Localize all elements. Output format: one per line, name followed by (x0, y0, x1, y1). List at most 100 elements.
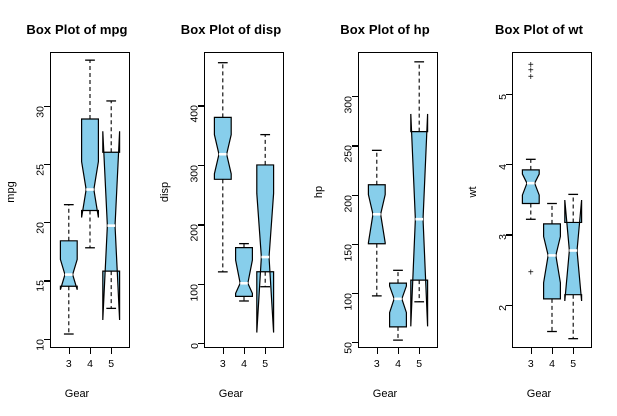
y-tick: 30 (8, 105, 50, 117)
panel-title: Box Plot of mpg (26, 22, 128, 37)
y-tick-label: 3 (497, 234, 509, 241)
x-tick-label: 4 (549, 358, 555, 370)
y-tick-label: 150 (343, 243, 355, 262)
x-axis-label: Gear (64, 388, 90, 400)
y-tick-mark (44, 105, 50, 107)
plot-area (204, 52, 284, 348)
x-tick-mark (419, 348, 421, 354)
y-tick-mark (352, 292, 358, 295)
x-tick-label: 5 (570, 358, 577, 370)
y-tick: 250 (316, 145, 358, 163)
panel-title: Box Plot of disp (180, 22, 282, 37)
panel-hp: Box Plot of hp hp 50 100 150 200 250 300 3 4 5 Gear (308, 0, 462, 416)
y-tick-label: 4 (497, 164, 509, 171)
x-tick-label: 5 (416, 358, 423, 370)
y-tick-label: 100 (189, 283, 201, 302)
x-tick-label: 4 (241, 358, 247, 370)
y-tick-mark (352, 145, 358, 147)
y-tick-label: 50 (343, 342, 355, 354)
y-tick: 300 (316, 96, 358, 114)
x-tick-mark (573, 348, 575, 354)
y-tick-label: 20 (35, 222, 47, 234)
y-tick-mark (44, 222, 50, 224)
y-tick-mark (506, 94, 512, 96)
y-tick-label: 25 (35, 163, 47, 176)
y-tick-label: 250 (343, 145, 355, 163)
y-tick-label-wrap: 25 (11, 153, 47, 176)
y-tick-mark (198, 224, 204, 226)
y-tick: 2 (470, 304, 512, 310)
y-tick: 25 (8, 163, 50, 176)
y-tick-label: 300 (189, 164, 201, 183)
panel-wt: Box Plot of wt wt 2 3 4 5 3 4 5 Gear + + + + (462, 0, 616, 416)
y-tick: 4 (470, 164, 512, 170)
y-tick-label-wrap: 200 (319, 184, 355, 213)
y-tick-label: 15 (35, 280, 47, 293)
y-tick-label-wrap: 300 (319, 85, 355, 114)
panel-mpg: Box Plot of mpg mpg 10 15 20 25 30 3 4 5 Gear (0, 0, 154, 416)
y-tick-mark (352, 243, 358, 245)
y-tick: 0 (162, 343, 204, 349)
y-tick-label: 200 (189, 224, 201, 242)
y-tick-mark (352, 342, 358, 344)
y-tick: 300 (162, 164, 204, 182)
y-tick-label: 0 (189, 343, 201, 350)
y-axis-label: wt (464, 0, 482, 416)
y-tick: 5 (470, 94, 512, 100)
x-tick-mark (376, 348, 378, 354)
y-tick-mark (44, 280, 50, 282)
y-tick-label-wrap: 250 (319, 134, 355, 163)
x-tick-mark (398, 348, 399, 354)
y-tick-label-wrap: 300 (165, 154, 201, 183)
y-tick-mark (44, 163, 50, 166)
x-tick-label: 3 (219, 358, 226, 370)
x-tick-label: 5 (108, 358, 115, 370)
y-tick-label: 10 (35, 338, 47, 351)
y-tick-label-wrap: 3 (473, 223, 509, 245)
y-tick-label-wrap: 400 (165, 94, 201, 123)
y-tick-label: 100 (343, 292, 355, 311)
x-tick-mark (265, 348, 267, 354)
x-tick-label: 3 (373, 358, 380, 370)
y-tick: 150 (316, 243, 358, 261)
x-tick-label: 3 (65, 358, 72, 370)
x-tick-mark (552, 348, 553, 354)
y-axis-label: hp (310, 0, 328, 416)
x-tick-mark (244, 348, 245, 354)
plot-area (512, 52, 592, 348)
y-tick-label-wrap: 4 (473, 153, 509, 175)
x-tick-mark (90, 348, 91, 354)
y-tick-mark (198, 105, 204, 107)
y-tick-mark (506, 164, 512, 166)
y-tick-mark (198, 283, 204, 285)
x-tick-label: 4 (395, 358, 401, 370)
y-tick-label-wrap: 15 (11, 269, 47, 292)
y-tick-label: 400 (189, 105, 201, 124)
y-tick: 20 (8, 222, 50, 234)
y-tick-label: 5 (497, 94, 509, 100)
x-tick-mark (68, 348, 70, 354)
x-tick-label: 4 (87, 358, 93, 370)
y-tick-label-wrap: 200 (165, 213, 201, 242)
y-tick-mark (44, 338, 50, 340)
y-tick: 100 (162, 283, 204, 301)
x-axis-label: Gear (372, 388, 398, 400)
x-axis-label: Gear (526, 388, 552, 400)
x-tick-label: 5 (262, 358, 269, 370)
y-tick-label: 300 (343, 96, 355, 114)
y-tick-label-wrap: 100 (165, 273, 201, 302)
y-tick: 200 (162, 224, 204, 242)
x-tick-label: 3 (527, 358, 534, 370)
y-tick-label-wrap: 150 (319, 233, 355, 262)
x-tick-mark (111, 348, 113, 354)
plot-area (50, 52, 130, 348)
y-tick: 3 (470, 234, 512, 240)
y-tick-mark (352, 194, 358, 196)
y-tick-mark (352, 96, 358, 98)
y-tick: 200 (316, 194, 358, 212)
y-tick-mark (198, 343, 204, 345)
y-tick-mark (198, 164, 204, 167)
plot-area (358, 52, 438, 348)
y-tick-label: 200 (343, 194, 355, 213)
y-tick-label-wrap: 0 (165, 332, 201, 354)
